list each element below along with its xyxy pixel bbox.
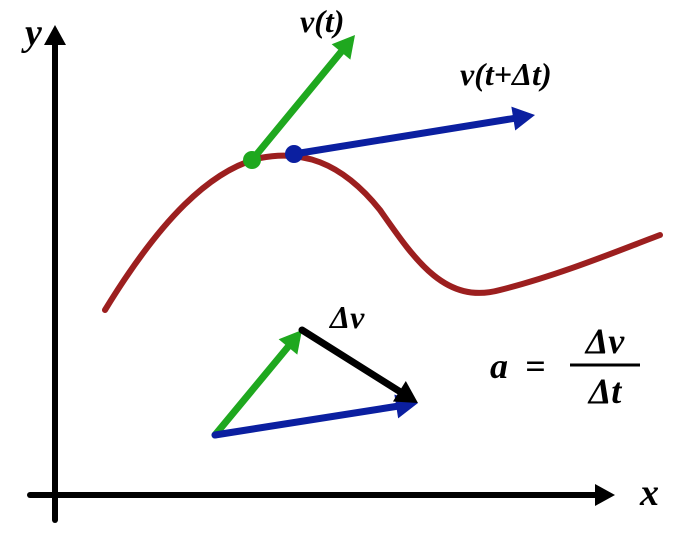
velocity-label-tdt: v(t+Δt): [460, 56, 552, 92]
eq-a: a: [490, 346, 508, 386]
x-axis: [30, 484, 615, 506]
triangle-vector-vt: [215, 330, 302, 435]
point-tdt: [285, 145, 303, 163]
velocity-label-t: v(t): [300, 3, 344, 39]
x-axis-label: x: [639, 472, 659, 514]
eq-numerator: Δv: [584, 321, 626, 361]
delta-v-label: Δv: [328, 299, 365, 335]
velocity-vector-tdt: [294, 107, 535, 154]
y-axis: [44, 25, 66, 520]
eq-denominator: Δt: [587, 371, 623, 411]
trajectory-curve: [105, 156, 660, 310]
y-axis-label: y: [21, 12, 42, 54]
velocity-vector-t: [252, 35, 355, 160]
eq-equals: =: [525, 346, 546, 386]
acceleration-equation: a = Δv Δt: [490, 321, 640, 411]
point-t: [243, 151, 261, 169]
delta-v-vector: [302, 330, 418, 403]
